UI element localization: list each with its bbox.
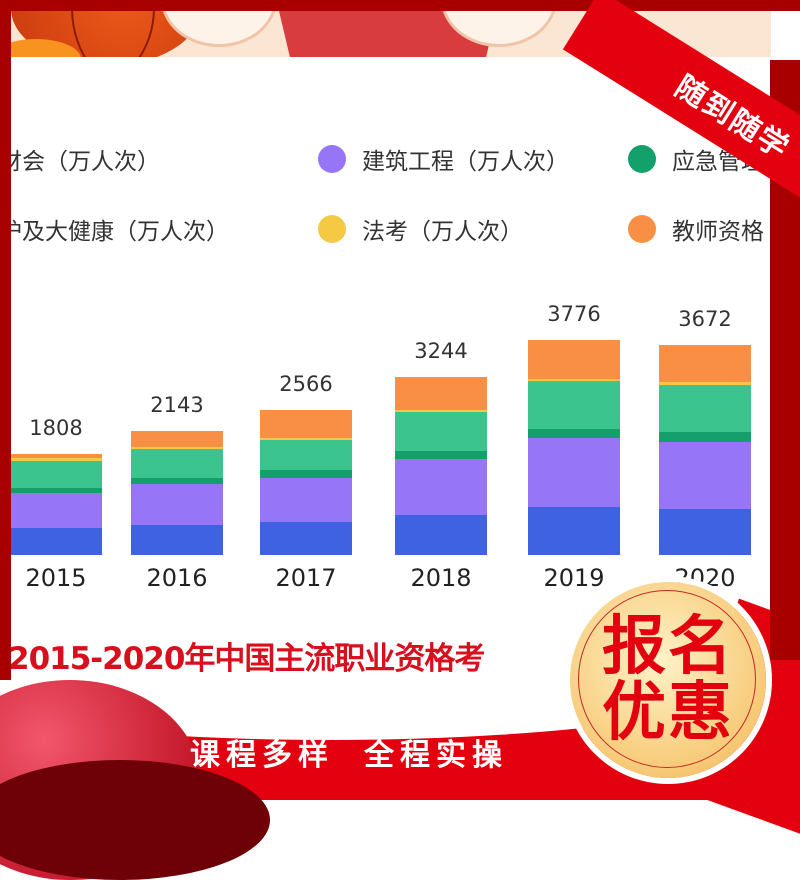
x-axis-year-label: 2017 [275, 564, 337, 592]
bar-segment-law [10, 458, 102, 461]
bar-total-label: 3672 [678, 307, 732, 331]
bar-2015 [10, 454, 102, 555]
bar-segment-law [659, 382, 751, 385]
bar-segment-construction [131, 484, 223, 525]
bar-segment-emergency [395, 451, 487, 459]
bar-total-label: 3244 [414, 339, 468, 363]
slogan: 课程多样 全程实操 [190, 730, 538, 774]
legend-label: 建筑工程（万人次） [362, 149, 569, 175]
bar-2018 [395, 377, 487, 555]
legend-label: 法考（万人次） [362, 219, 523, 245]
bar-segment-teacher [528, 340, 620, 379]
bar-segment-law [131, 447, 223, 449]
bar-2016 [131, 431, 223, 555]
bar-segment-construction [659, 442, 751, 509]
bar-segment-finance [260, 522, 352, 555]
bar-segment-emergency [528, 429, 620, 438]
bar-segment-finance [528, 507, 620, 555]
bar-segment-health [10, 461, 102, 488]
badge-ring [578, 590, 756, 768]
x-axis-year-label: 2015 [25, 564, 87, 592]
bar-segment-emergency [260, 470, 352, 478]
x-axis-year-label: 2016 [146, 564, 208, 592]
bar-segment-teacher [395, 377, 487, 410]
legend-dot-icon [628, 145, 656, 173]
bar-segment-construction [395, 459, 487, 515]
legend-item-teacher: 教师资格（ [628, 212, 787, 246]
bar-segment-health [260, 440, 352, 470]
ribbon-curl-shadow [0, 760, 270, 880]
bar-total-label: 2566 [279, 372, 333, 396]
bar-segment-teacher [659, 345, 751, 382]
bar-segment-finance [10, 528, 102, 555]
legend-dot-icon [628, 215, 656, 243]
bar-2020 [659, 345, 751, 555]
badge-line-2: 优惠 [602, 676, 734, 750]
bar-total-label: 3776 [547, 302, 601, 326]
legend-dot-icon [318, 215, 346, 243]
bar-segment-finance [659, 509, 751, 555]
legend-label: 教师资格（ [672, 219, 787, 245]
bar-segment-finance [395, 515, 487, 555]
legend-item-health: 防护及大健康（万人次） [0, 212, 229, 246]
orange-ball-graphic [11, 39, 81, 57]
legend-item-finance: 融财会（万人次） [0, 142, 160, 176]
frame-top-border [0, 0, 800, 11]
x-axis-year-label: 2018 [410, 564, 472, 592]
bar-total-label: 1808 [29, 416, 83, 440]
bar-segment-health [131, 449, 223, 478]
frame-left-border [0, 0, 11, 680]
bar-segment-teacher [260, 410, 352, 438]
bar-2017 [260, 410, 352, 555]
bar-segment-teacher [131, 431, 223, 447]
bar-2019 [528, 340, 620, 555]
bar-segment-health [395, 412, 487, 451]
slogan-courses: 课程多样 [190, 738, 334, 773]
bar-segment-emergency [10, 488, 102, 493]
bar-segment-construction [10, 493, 102, 528]
legend-item-construction: 建筑工程（万人次） [318, 142, 569, 176]
legend-item-law: 法考（万人次） [318, 212, 523, 246]
bar-segment-teacher [10, 454, 102, 458]
legend-dot-icon [318, 145, 346, 173]
chart-title: 2015-2020年中国主流职业资格考 [8, 641, 485, 677]
badge-line-1: 报名 [602, 610, 734, 684]
bar-segment-emergency [131, 478, 223, 484]
bar-segment-law [260, 438, 352, 440]
signup-discount-badge[interactable]: 报名 优惠 [570, 582, 766, 778]
bar-segment-emergency [659, 432, 751, 442]
bar-total-label: 2143 [150, 393, 204, 417]
legend-label: 融财会（万人次） [0, 149, 160, 175]
bar-segment-construction [260, 478, 352, 522]
bar-segment-law [395, 410, 487, 412]
bar-segment-law [528, 379, 620, 381]
bar-segment-health [659, 385, 751, 432]
bar-segment-finance [131, 525, 223, 555]
bar-segment-health [528, 381, 620, 429]
legend-label: 防护及大健康（万人次） [0, 219, 229, 245]
x-axis-year-label: 2019 [543, 564, 605, 592]
bar-segment-construction [528, 438, 620, 507]
slogan-practice: 全程实操 [364, 738, 508, 773]
